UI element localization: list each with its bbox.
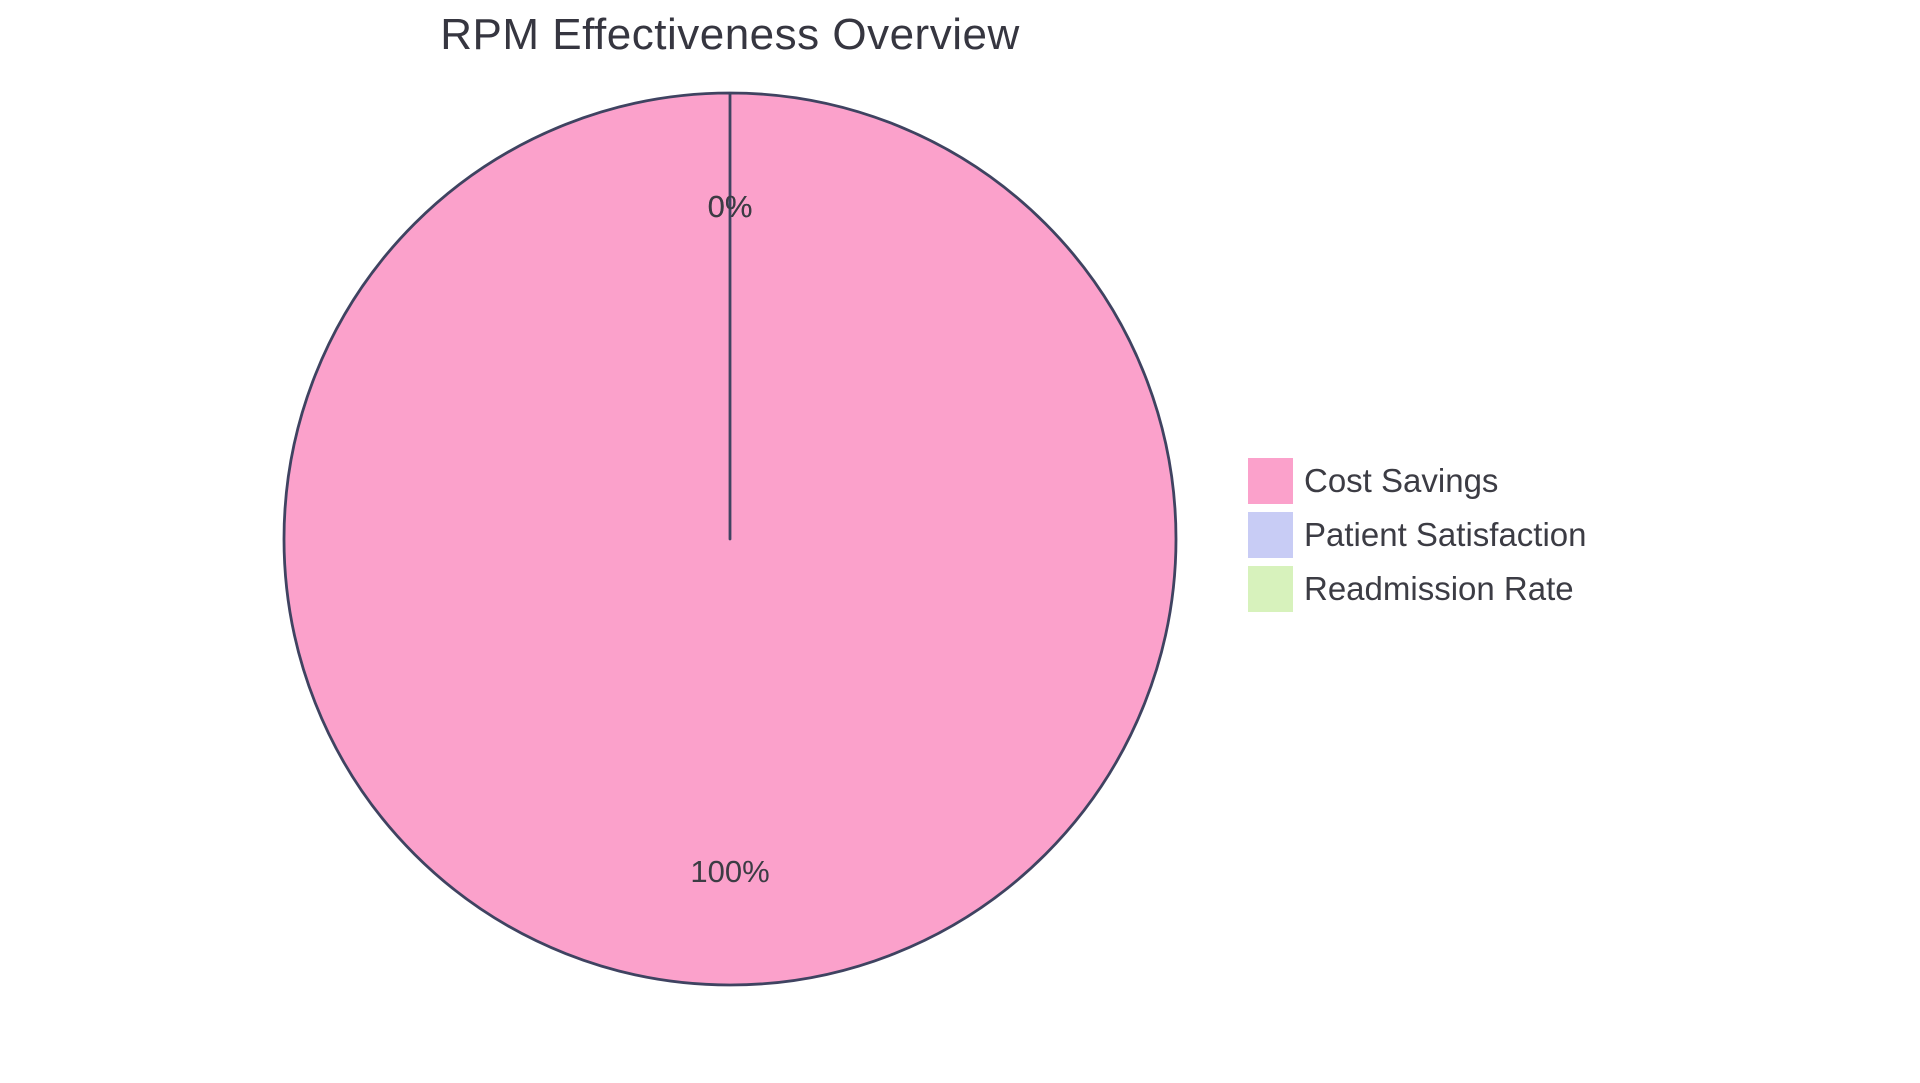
legend-item-readmission-rate: Readmission Rate bbox=[1248, 566, 1587, 612]
legend-label: Readmission Rate bbox=[1304, 570, 1574, 607]
legend-swatch-patient-satisfaction bbox=[1248, 512, 1293, 558]
legend: Cost Savings Patient Satisfaction Readmi… bbox=[1248, 458, 1587, 612]
legend-swatch-cost-savings bbox=[1248, 458, 1293, 504]
legend-swatch-readmission-rate bbox=[1248, 566, 1293, 612]
pie-slice-cost-savings bbox=[282, 91, 1178, 987]
pie-slice-label-cost-savings: 100% bbox=[690, 854, 769, 889]
legend-label: Patient Satisfaction bbox=[1304, 516, 1587, 553]
legend-label: Cost Savings bbox=[1304, 462, 1499, 499]
pie-slice-label-readmission-rate: 0% bbox=[708, 189, 753, 224]
legend-item-patient-satisfaction: Patient Satisfaction bbox=[1248, 512, 1587, 558]
legend-item-cost-savings: Cost Savings bbox=[1248, 458, 1587, 504]
chart-title: RPM Effectiveness Overview bbox=[440, 10, 1020, 59]
pie-slice-label-patient-satisfaction: 0% bbox=[708, 189, 753, 224]
